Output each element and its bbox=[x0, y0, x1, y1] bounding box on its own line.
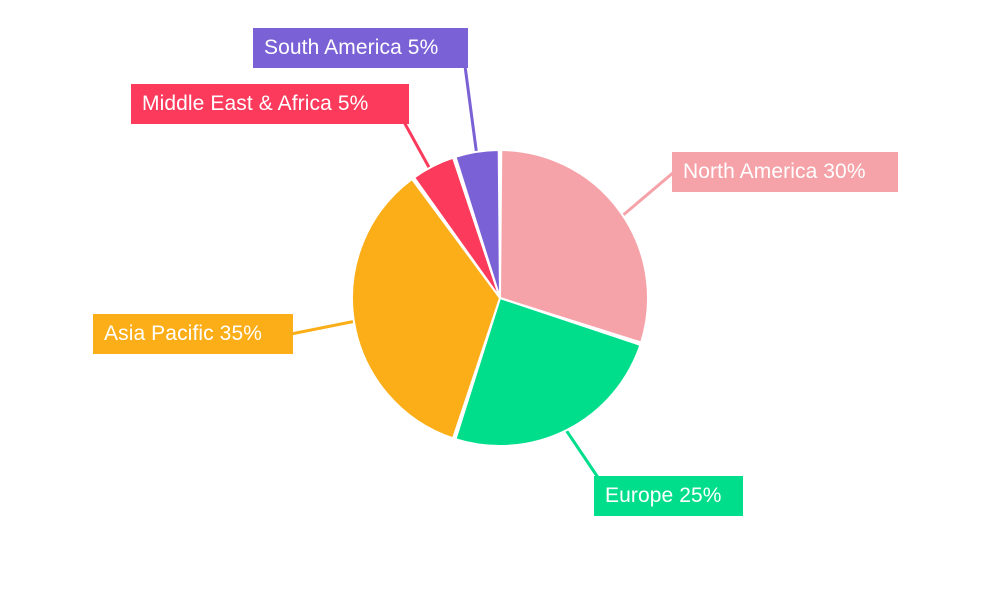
pie-label-asia-pacific[interactable]: Asia Pacific 35% bbox=[93, 314, 293, 354]
pie-wedge[interactable] bbox=[454, 296, 642, 447]
pie-leader-line bbox=[564, 429, 601, 480]
pie-wedge[interactable] bbox=[498, 149, 649, 344]
pie-wedge[interactable] bbox=[412, 156, 501, 299]
pie-leader-line bbox=[463, 65, 480, 165]
pie-wedge[interactable] bbox=[351, 177, 502, 440]
pie-label-north-america[interactable]: North America 30% bbox=[672, 152, 898, 192]
pie-wedge[interactable] bbox=[454, 149, 501, 299]
pie-label-south-america[interactable]: South America 5% bbox=[253, 28, 468, 68]
pie-leader-line bbox=[621, 170, 675, 218]
pie-wedges bbox=[351, 149, 649, 447]
pie-leader-line bbox=[290, 319, 357, 336]
pie-label-europe[interactable]: Europe 25% bbox=[594, 476, 743, 516]
pie-label-middle-east-africa[interactable]: Middle East & Africa 5% bbox=[131, 84, 409, 124]
